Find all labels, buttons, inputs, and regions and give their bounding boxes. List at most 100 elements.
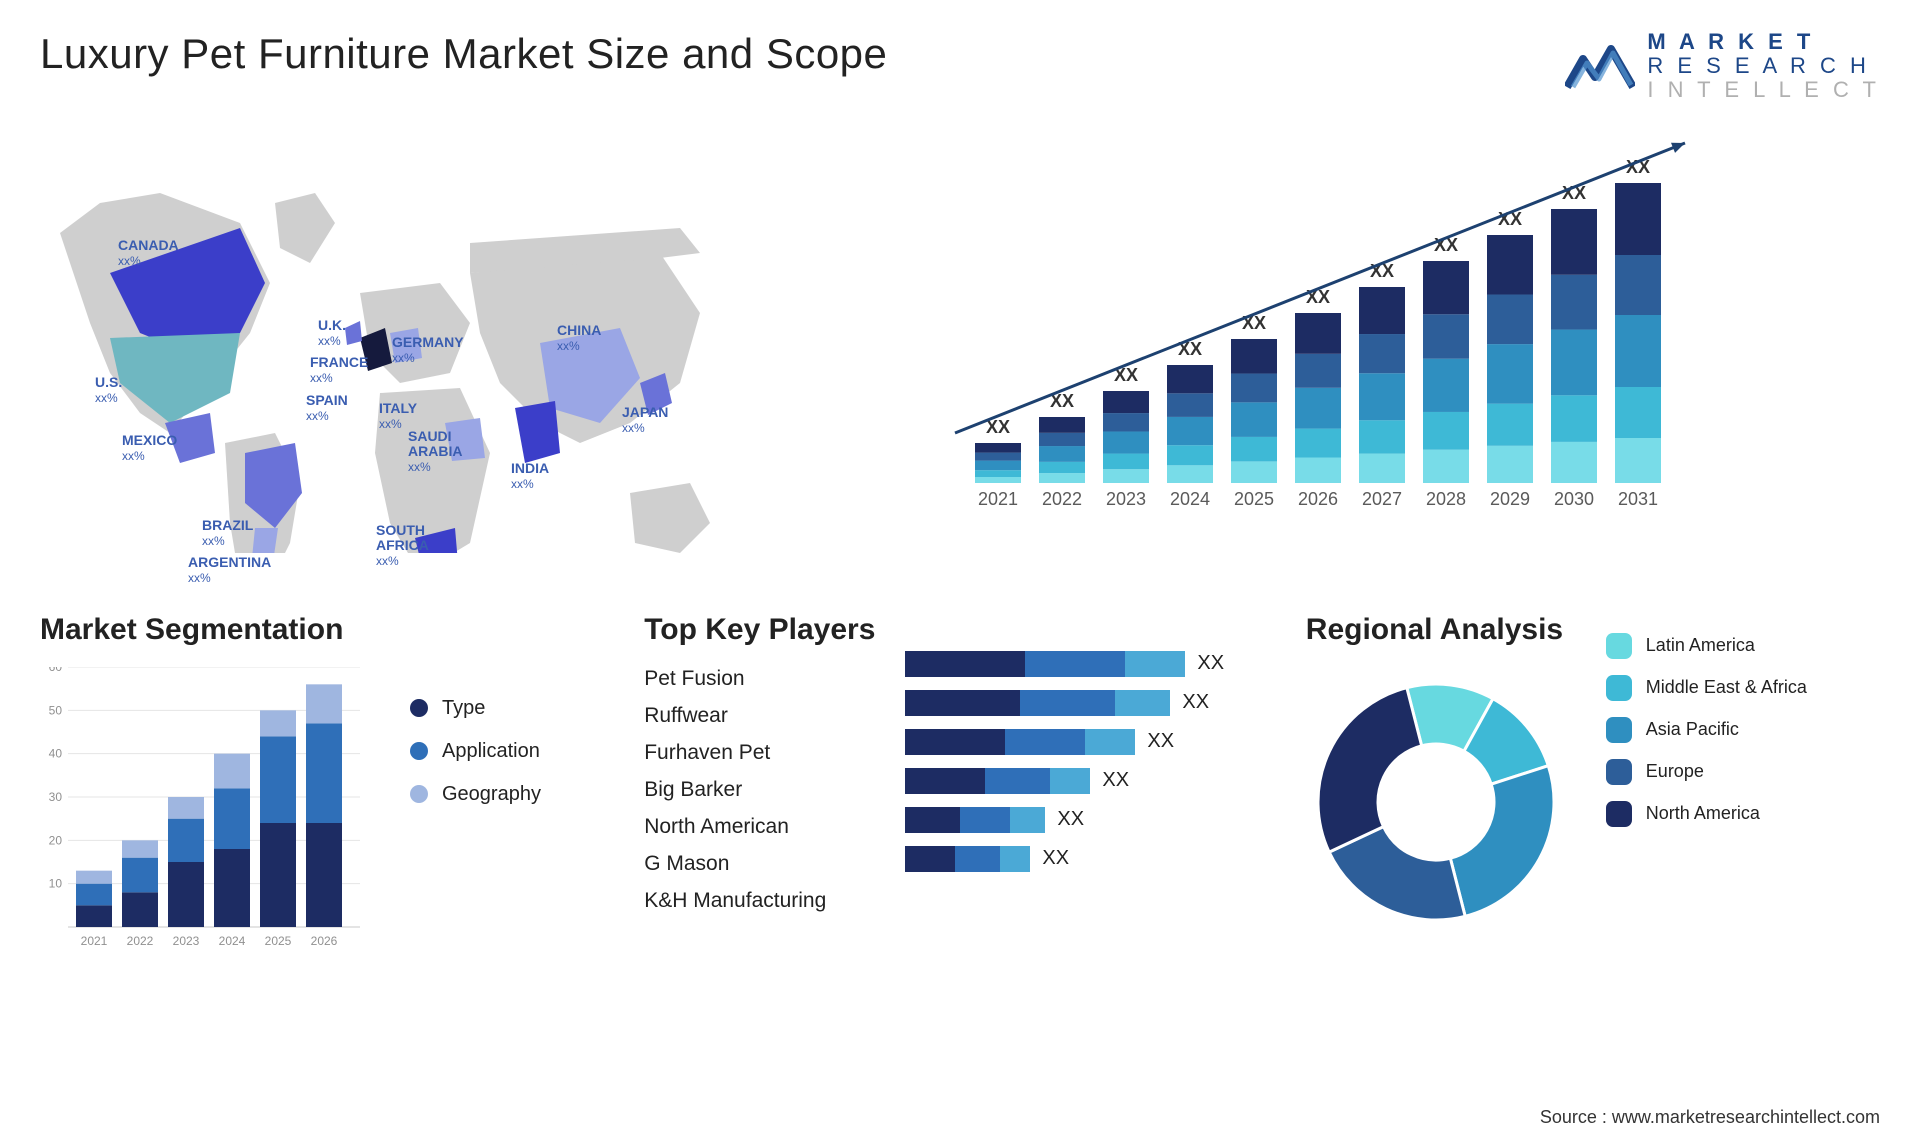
- svg-text:20: 20: [49, 833, 63, 847]
- players-names-list: Pet FusionRuffwearFurhaven PetBig Barker…: [644, 667, 875, 913]
- legend-label: Type: [442, 697, 485, 720]
- svg-text:40: 40: [49, 746, 63, 760]
- svg-text:2028: 2028: [1426, 489, 1466, 509]
- logo-line-2: R E S E A R C H: [1647, 54, 1880, 78]
- regional-donut-chart: [1306, 667, 1576, 937]
- svg-text:XX: XX: [1626, 157, 1650, 177]
- legend-dot: [1606, 675, 1632, 701]
- legend-dot: [410, 699, 428, 717]
- logo-line-3: I N T E L L E C T: [1647, 78, 1880, 102]
- player-bar-segment: [905, 768, 985, 794]
- segmentation-legend: Type Application Geography: [410, 667, 541, 962]
- legend-label: Geography: [442, 783, 541, 806]
- svg-text:2029: 2029: [1490, 489, 1530, 509]
- svg-text:2027: 2027: [1362, 489, 1402, 509]
- map-label: U.K.xx%: [318, 318, 346, 349]
- legend-item: Application: [410, 740, 541, 763]
- svg-text:50: 50: [49, 703, 63, 717]
- map-label: SAUDIARABIAxx%: [408, 429, 462, 475]
- player-name: Ruffwear: [644, 704, 875, 728]
- player-name: North American: [644, 815, 875, 839]
- player-bar: [905, 807, 1045, 833]
- players-title: Top Key Players: [644, 613, 875, 647]
- svg-text:2023: 2023: [1106, 489, 1146, 509]
- player-name: G Mason: [644, 852, 875, 876]
- player-value-label: XX: [1197, 652, 1224, 675]
- svg-text:2030: 2030: [1554, 489, 1594, 509]
- player-value-label: XX: [1102, 769, 1129, 792]
- regional-legend: Latin America Middle East & Africa Asia Pa…: [1606, 613, 1807, 827]
- player-bar-row: XX: [905, 729, 1275, 755]
- player-bar-row: XX: [905, 651, 1275, 677]
- legend-item: Middle East & Africa: [1606, 675, 1807, 701]
- player-bar-segment: [1005, 729, 1085, 755]
- player-bar-segment: [955, 846, 1000, 872]
- map-label: U.S.xx%: [95, 375, 122, 406]
- player-name: Big Barker: [644, 778, 875, 802]
- player-value-label: XX: [1057, 808, 1084, 831]
- svg-text:2025: 2025: [265, 934, 292, 948]
- map-label: INDIAxx%: [511, 461, 549, 492]
- svg-text:2023: 2023: [173, 934, 200, 948]
- logo-mark-icon: [1565, 37, 1635, 95]
- svg-text:60: 60: [49, 667, 63, 674]
- players-panel: Top Key Players Pet FusionRuffwearFurhav…: [644, 613, 1276, 962]
- svg-text:10: 10: [49, 876, 63, 890]
- world-map-panel: CANADAxx%U.S.xx%MEXICOxx%BRAZILxx%ARGENT…: [40, 123, 905, 553]
- player-bar-segment: [1025, 651, 1125, 677]
- players-bars: XX XX XX XX XX XX: [905, 613, 1275, 962]
- map-label: SOUTHAFRICAxx%: [376, 523, 429, 569]
- player-bar-segment: [905, 651, 1025, 677]
- legend-item: North America: [1606, 801, 1807, 827]
- svg-text:2024: 2024: [219, 934, 246, 948]
- player-value-label: XX: [1182, 691, 1209, 714]
- svg-text:30: 30: [49, 790, 63, 804]
- map-label: FRANCExx%: [310, 355, 368, 386]
- player-bar-segment: [1020, 690, 1115, 716]
- legend-dot: [1606, 633, 1632, 659]
- player-bar-segment: [905, 807, 960, 833]
- legend-label: Middle East & Africa: [1646, 677, 1807, 698]
- player-bar-segment: [905, 729, 1005, 755]
- svg-text:2026: 2026: [311, 934, 338, 948]
- legend-label: Latin America: [1646, 635, 1755, 656]
- growth-bar-chart: XX2021XX2022XX2023XX2024XX2025XX2026XX20…: [945, 133, 1725, 513]
- legend-item: Asia Pacific: [1606, 717, 1807, 743]
- regional-panel: Regional Analysis Latin AmericaMiddle Ea…: [1306, 613, 1880, 962]
- logo-line-1: M A R K E T: [1647, 30, 1880, 54]
- player-bar-segment: [1010, 807, 1045, 833]
- player-bar-segment: [985, 768, 1050, 794]
- player-bar: [905, 651, 1185, 677]
- segmentation-title: Market Segmentation: [40, 613, 614, 647]
- player-value-label: XX: [1042, 847, 1069, 870]
- legend-item: Latin America: [1606, 633, 1807, 659]
- map-label: ARGENTINAxx%: [188, 555, 271, 586]
- player-bar-segment: [1050, 768, 1090, 794]
- legend-dot: [1606, 717, 1632, 743]
- legend-label: Application: [442, 740, 540, 763]
- legend-label: Asia Pacific: [1646, 719, 1739, 740]
- svg-text:2021: 2021: [81, 934, 108, 948]
- brand-logo: M A R K E T R E S E A R C H I N T E L L …: [1565, 30, 1880, 103]
- player-bar-segment: [1000, 846, 1030, 872]
- player-bar-segment: [1115, 690, 1170, 716]
- player-bar: [905, 690, 1170, 716]
- legend-dot: [1606, 801, 1632, 827]
- source-note: Source : www.marketresearchintellect.com: [1540, 1107, 1880, 1128]
- world-map: [40, 123, 740, 553]
- player-bar-row: XX: [905, 768, 1275, 794]
- player-name: Furhaven Pet: [644, 741, 875, 765]
- svg-text:2022: 2022: [127, 934, 154, 948]
- legend-dot: [410, 742, 428, 760]
- legend-item: Europe: [1606, 759, 1807, 785]
- player-bar-segment: [1125, 651, 1185, 677]
- map-label: SPAINxx%: [306, 393, 348, 424]
- map-label: CANADAxx%: [118, 238, 179, 269]
- map-label: JAPANxx%: [622, 405, 668, 436]
- legend-label: North America: [1646, 803, 1760, 824]
- svg-text:2024: 2024: [1170, 489, 1210, 509]
- svg-text:2022: 2022: [1042, 489, 1082, 509]
- legend-item: Geography: [410, 783, 541, 806]
- page-title: Luxury Pet Furniture Market Size and Sco…: [40, 30, 887, 78]
- player-value-label: XX: [1147, 730, 1174, 753]
